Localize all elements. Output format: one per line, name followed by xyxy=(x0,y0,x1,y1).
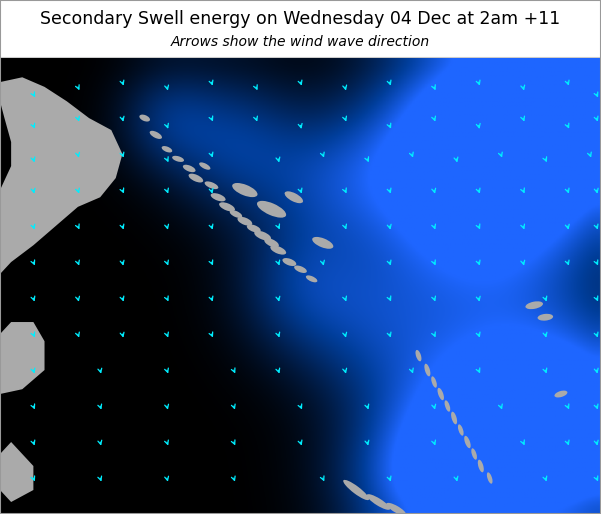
Ellipse shape xyxy=(424,364,430,376)
Ellipse shape xyxy=(162,146,172,153)
Ellipse shape xyxy=(306,276,317,282)
Ellipse shape xyxy=(525,301,543,309)
Ellipse shape xyxy=(172,156,184,162)
Ellipse shape xyxy=(204,181,218,189)
Ellipse shape xyxy=(471,448,477,460)
Ellipse shape xyxy=(312,237,334,249)
Ellipse shape xyxy=(257,201,286,217)
Ellipse shape xyxy=(294,266,307,273)
Ellipse shape xyxy=(415,350,421,361)
Ellipse shape xyxy=(282,258,296,266)
Ellipse shape xyxy=(537,314,553,321)
Ellipse shape xyxy=(264,238,279,247)
Ellipse shape xyxy=(343,480,369,500)
Ellipse shape xyxy=(139,115,150,121)
Ellipse shape xyxy=(451,412,457,425)
Ellipse shape xyxy=(254,231,271,241)
Ellipse shape xyxy=(555,391,567,397)
Ellipse shape xyxy=(237,217,252,226)
Ellipse shape xyxy=(367,494,390,510)
Ellipse shape xyxy=(432,376,437,388)
Ellipse shape xyxy=(183,164,195,172)
Ellipse shape xyxy=(458,425,463,436)
Polygon shape xyxy=(0,442,34,502)
Ellipse shape xyxy=(211,193,225,201)
Ellipse shape xyxy=(150,131,162,139)
Ellipse shape xyxy=(478,460,484,472)
Ellipse shape xyxy=(487,472,493,484)
Text: Secondary Swell energy on Wednesday 04 Dec at 2am +11: Secondary Swell energy on Wednesday 04 D… xyxy=(40,10,561,28)
Ellipse shape xyxy=(247,225,261,232)
Text: Arrows show the wind wave direction: Arrows show the wind wave direction xyxy=(171,35,430,49)
Ellipse shape xyxy=(285,191,303,203)
Ellipse shape xyxy=(230,210,242,218)
Ellipse shape xyxy=(270,246,286,254)
Ellipse shape xyxy=(219,203,235,211)
Ellipse shape xyxy=(386,503,406,514)
Polygon shape xyxy=(0,322,44,394)
Ellipse shape xyxy=(189,174,203,182)
Ellipse shape xyxy=(232,183,257,197)
Ellipse shape xyxy=(438,388,444,400)
Ellipse shape xyxy=(199,162,210,170)
Ellipse shape xyxy=(464,436,471,448)
Ellipse shape xyxy=(445,400,450,412)
Polygon shape xyxy=(0,77,123,274)
